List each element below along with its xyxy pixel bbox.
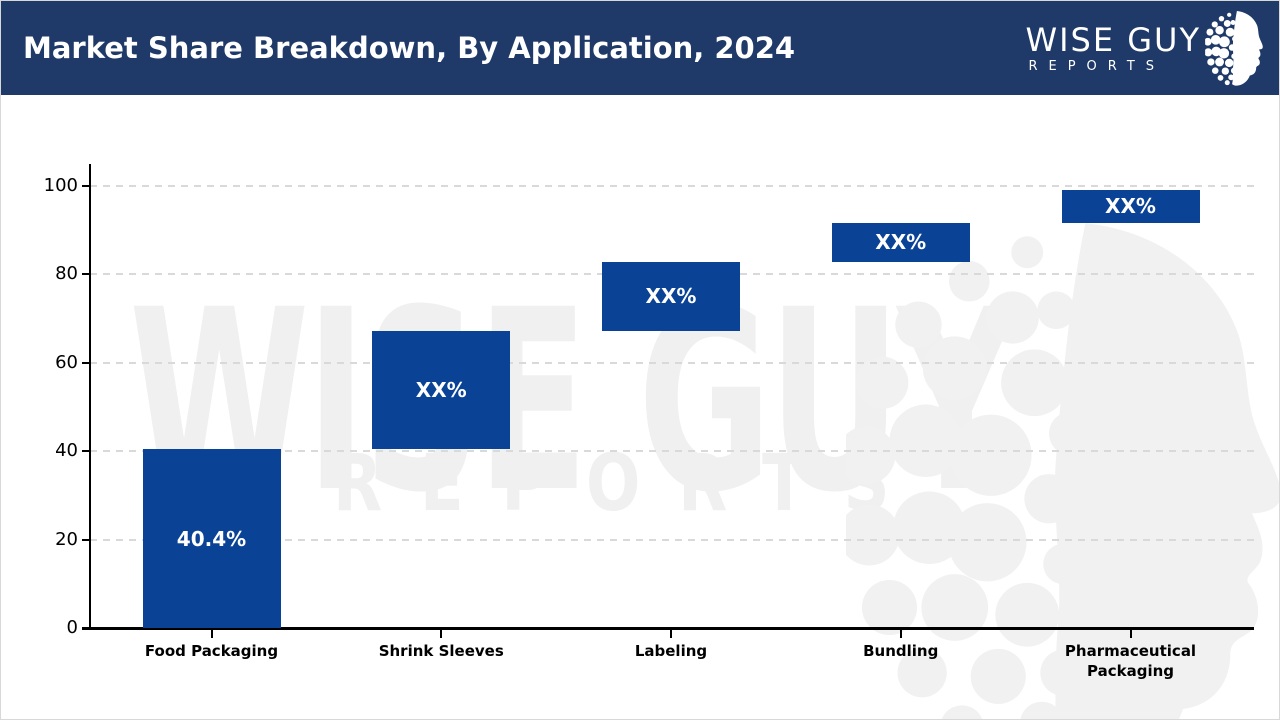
y-axis-tick: [82, 273, 90, 276]
bar-value-label: XX%: [1105, 194, 1156, 219]
y-axis-tick: [82, 361, 90, 364]
x-axis-tick: [440, 629, 443, 638]
bar-value-label: XX%: [645, 284, 697, 309]
y-axis-tick-label: 0: [66, 617, 78, 638]
bar-value-label: XX%: [415, 378, 467, 403]
logo-subtext: REPORTS: [1028, 58, 1166, 74]
y-axis-tick: [82, 538, 90, 541]
x-axis-tick: [899, 629, 902, 638]
gridline-100: [90, 185, 1254, 187]
logo-text: WISE GUY REPORTS: [1025, 24, 1201, 73]
watermark-subtext: REPORTS: [333, 439, 928, 529]
chart-bar-bundling: XX%: [831, 223, 970, 262]
page-title: Market Share Breakdown, By Application, …: [23, 31, 796, 65]
chart-bar-food-packaging: 40.4%: [142, 449, 281, 628]
gridline-20: [90, 538, 1254, 541]
chart-bar-labeling: XX%: [602, 261, 740, 332]
x-axis-category-label: Shrink Sleeves: [378, 642, 504, 660]
x-axis-tick: [670, 629, 672, 638]
x-axis-category-label: Labeling: [634, 642, 708, 660]
gridline-40: [90, 450, 1254, 453]
bar-value-label: 40.4%: [176, 526, 247, 551]
wiseguy-logo: WISE GUY REPORTS: [1025, 10, 1263, 87]
y-axis-tick-label: 80: [55, 263, 78, 285]
x-axis-tick: [210, 629, 213, 638]
gridline-60: [90, 361, 1254, 364]
x-axis-category-label: Bundling: [863, 642, 939, 660]
chart-bar-shrink-sleeves: XX%: [372, 331, 511, 450]
x-axis-line: [82, 627, 1254, 630]
y-axis-tick-label: 60: [55, 351, 78, 373]
y-axis-tick: [82, 450, 90, 453]
y-axis-tick-label: 100: [43, 175, 78, 196]
wiseguy-head-icon: [1205, 10, 1263, 87]
header-bar: Market Share Breakdown, By Application, …: [1, 1, 1279, 95]
chart-bar-pharmaceutical-packaging: XX%: [1061, 189, 1200, 224]
y-axis-tick-label: 40: [55, 440, 78, 462]
x-axis-tick: [1129, 629, 1132, 638]
y-axis-line: [89, 164, 91, 630]
x-axis-category-label: Pharmaceutical Packaging: [1064, 642, 1197, 681]
y-axis-tick-label: 20: [55, 528, 78, 550]
bar-value-label: XX%: [875, 230, 927, 255]
x-axis-category-label: Food Packaging: [144, 642, 279, 660]
logo-wordmark: WISE GUY: [1025, 20, 1201, 59]
y-axis-tick: [82, 185, 90, 187]
